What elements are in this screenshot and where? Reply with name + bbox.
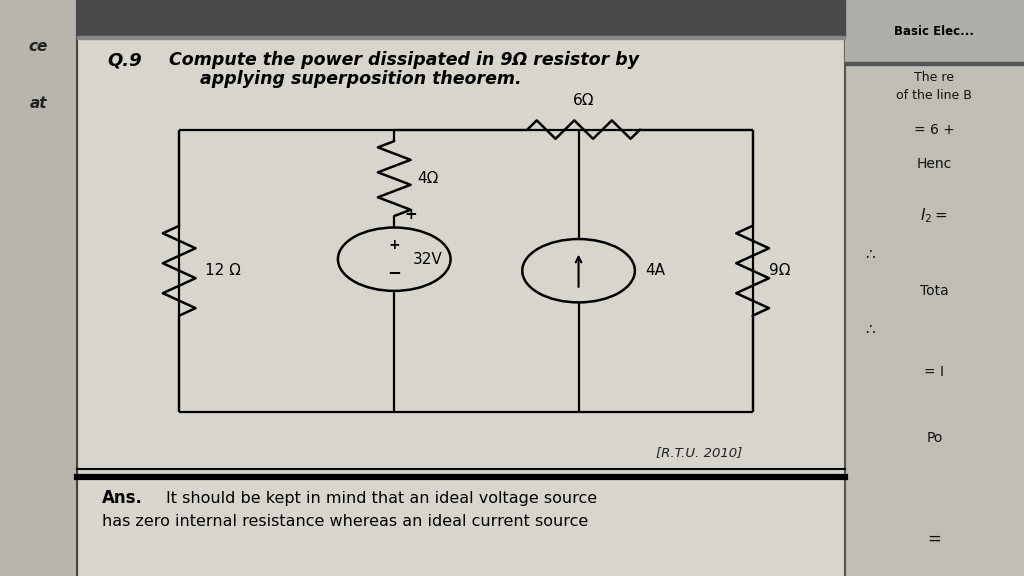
Text: 4A: 4A <box>645 263 666 278</box>
Text: It should be kept in mind that an ideal voltage source: It should be kept in mind that an ideal … <box>166 491 597 506</box>
Text: Po: Po <box>927 431 942 445</box>
Text: ce: ce <box>29 39 48 54</box>
Text: ∴: ∴ <box>865 321 876 336</box>
Text: ∴: ∴ <box>865 246 876 261</box>
Text: =: = <box>928 529 941 548</box>
Text: [R.T.U. 2010]: [R.T.U. 2010] <box>656 446 742 458</box>
Text: Q.9: Q.9 <box>108 51 142 70</box>
Text: +: + <box>388 238 400 252</box>
Text: = 6 +: = 6 + <box>914 123 954 137</box>
Bar <box>77 36 845 39</box>
Text: $I_2 =$: $I_2 =$ <box>921 207 948 225</box>
Text: Henc: Henc <box>916 157 952 171</box>
Text: applying superposition theorem.: applying superposition theorem. <box>200 70 521 89</box>
Text: 12 Ω: 12 Ω <box>205 263 241 278</box>
Text: Compute the power dissipated in 9Ω resistor by: Compute the power dissipated in 9Ω resis… <box>169 51 639 70</box>
Text: 4Ω: 4Ω <box>417 171 438 186</box>
Bar <box>845 62 1024 65</box>
Text: −: − <box>387 263 401 282</box>
Text: Basic Elec...: Basic Elec... <box>894 25 975 38</box>
Text: Tota: Tota <box>920 284 949 298</box>
Bar <box>77 0 845 37</box>
Bar <box>845 0 1024 576</box>
Bar <box>0 0 77 576</box>
Bar <box>845 0 1024 63</box>
Text: at: at <box>30 96 47 111</box>
Text: Ans.: Ans. <box>102 489 143 507</box>
Text: 9Ω: 9Ω <box>769 263 791 278</box>
Text: +: + <box>404 207 417 222</box>
Text: of the line B: of the line B <box>896 89 973 101</box>
Text: 32V: 32V <box>413 252 442 267</box>
Text: has zero internal resistance whereas an ideal current source: has zero internal resistance whereas an … <box>102 514 589 529</box>
Text: The re: The re <box>914 71 954 84</box>
Text: = I: = I <box>925 365 944 378</box>
Text: 6Ω: 6Ω <box>573 93 594 108</box>
